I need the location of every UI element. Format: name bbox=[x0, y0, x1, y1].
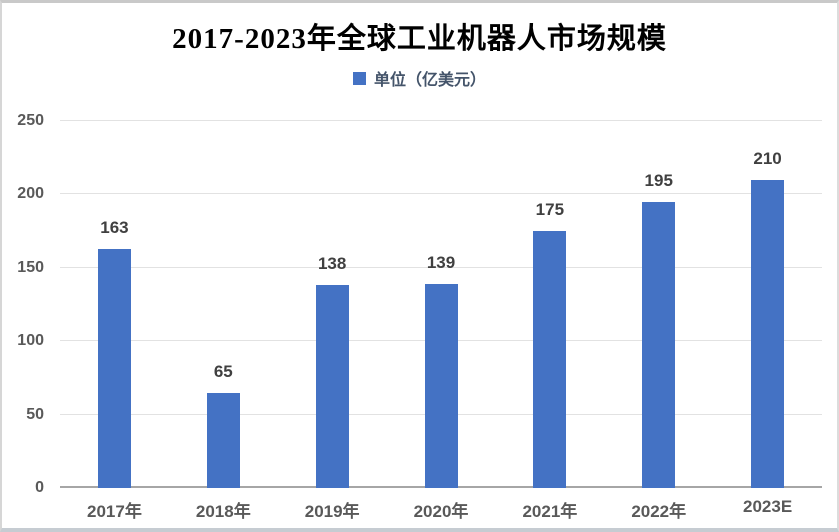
legend: 单位（亿美元） bbox=[2, 66, 837, 90]
data-label: 138 bbox=[317, 254, 347, 274]
data-label: 139 bbox=[426, 252, 456, 272]
chart-title: 2017-2023年全球工业机器人市场规模 bbox=[172, 23, 667, 55]
bar-column: 163 bbox=[60, 121, 169, 488]
bar bbox=[424, 283, 458, 488]
data-label: 163 bbox=[100, 217, 129, 237]
y-tick-label: 100 bbox=[17, 332, 44, 350]
y-axis-labels: 0 50 100 150 200 250 bbox=[2, 112, 50, 496]
y-tick-label: 50 bbox=[26, 405, 44, 423]
bar bbox=[315, 285, 349, 488]
x-tick-label: 2019年 bbox=[304, 502, 360, 521]
x-tick-label: 2018年 bbox=[195, 502, 251, 521]
data-label: 195 bbox=[644, 170, 673, 190]
y-tick-label: 250 bbox=[17, 112, 44, 129]
x-tick-label: 2021年 bbox=[522, 502, 578, 521]
gridline bbox=[60, 120, 822, 121]
x-tick-label: 2022年 bbox=[631, 502, 687, 521]
x-tick-label: 2020年 bbox=[413, 502, 469, 521]
data-label: 65 bbox=[213, 361, 233, 381]
x-axis-labels: 2017年 2018年 2019年 2020年 2021年 2022年 2023E bbox=[60, 497, 822, 522]
bar-column: 138 bbox=[278, 121, 387, 488]
bar-column: 195 bbox=[604, 121, 713, 488]
gridline bbox=[60, 266, 822, 268]
x-tick-label: 2017年 bbox=[87, 502, 142, 521]
bar-column: 175 bbox=[495, 121, 604, 488]
bar bbox=[642, 201, 676, 488]
bar bbox=[97, 248, 131, 488]
bar-column: 139 bbox=[387, 121, 496, 488]
legend-swatch-icon bbox=[352, 71, 366, 85]
data-label: 210 bbox=[753, 148, 782, 168]
bar bbox=[533, 231, 567, 488]
y-tick-label: 0 bbox=[35, 479, 44, 496]
gridline bbox=[60, 193, 822, 195]
plot-area: 163 65 138 139 175 195 210 bbox=[60, 120, 822, 488]
bar bbox=[751, 179, 785, 488]
legend-label: 单位（亿美元） bbox=[373, 72, 486, 89]
bars: 163 65 138 139 175 195 210 bbox=[60, 121, 822, 488]
x-tick-label: 2023E bbox=[743, 497, 793, 516]
bar-column: 65 bbox=[169, 121, 278, 488]
y-tick-label: 150 bbox=[17, 258, 44, 276]
data-label: 175 bbox=[535, 200, 565, 220]
bar bbox=[206, 392, 240, 488]
y-tick-label: 200 bbox=[17, 185, 44, 203]
bar-column: 210 bbox=[713, 121, 822, 488]
